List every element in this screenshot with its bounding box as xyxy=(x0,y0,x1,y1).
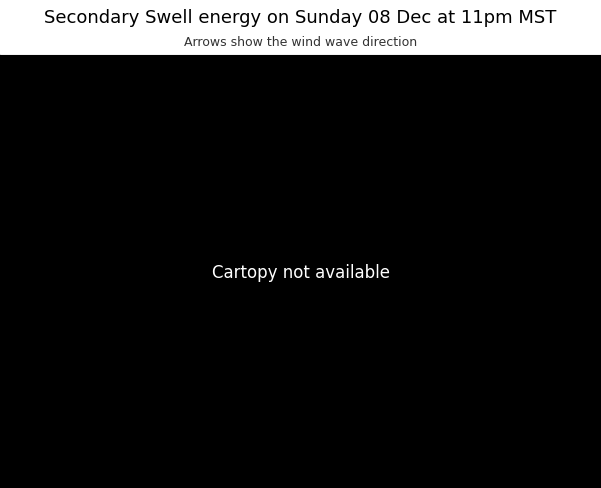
Text: Cartopy not available: Cartopy not available xyxy=(212,263,389,281)
Text: Secondary Swell energy on Sunday 08 Dec at 11pm MST: Secondary Swell energy on Sunday 08 Dec … xyxy=(44,9,557,27)
Text: Arrows show the wind wave direction: Arrows show the wind wave direction xyxy=(184,36,417,49)
